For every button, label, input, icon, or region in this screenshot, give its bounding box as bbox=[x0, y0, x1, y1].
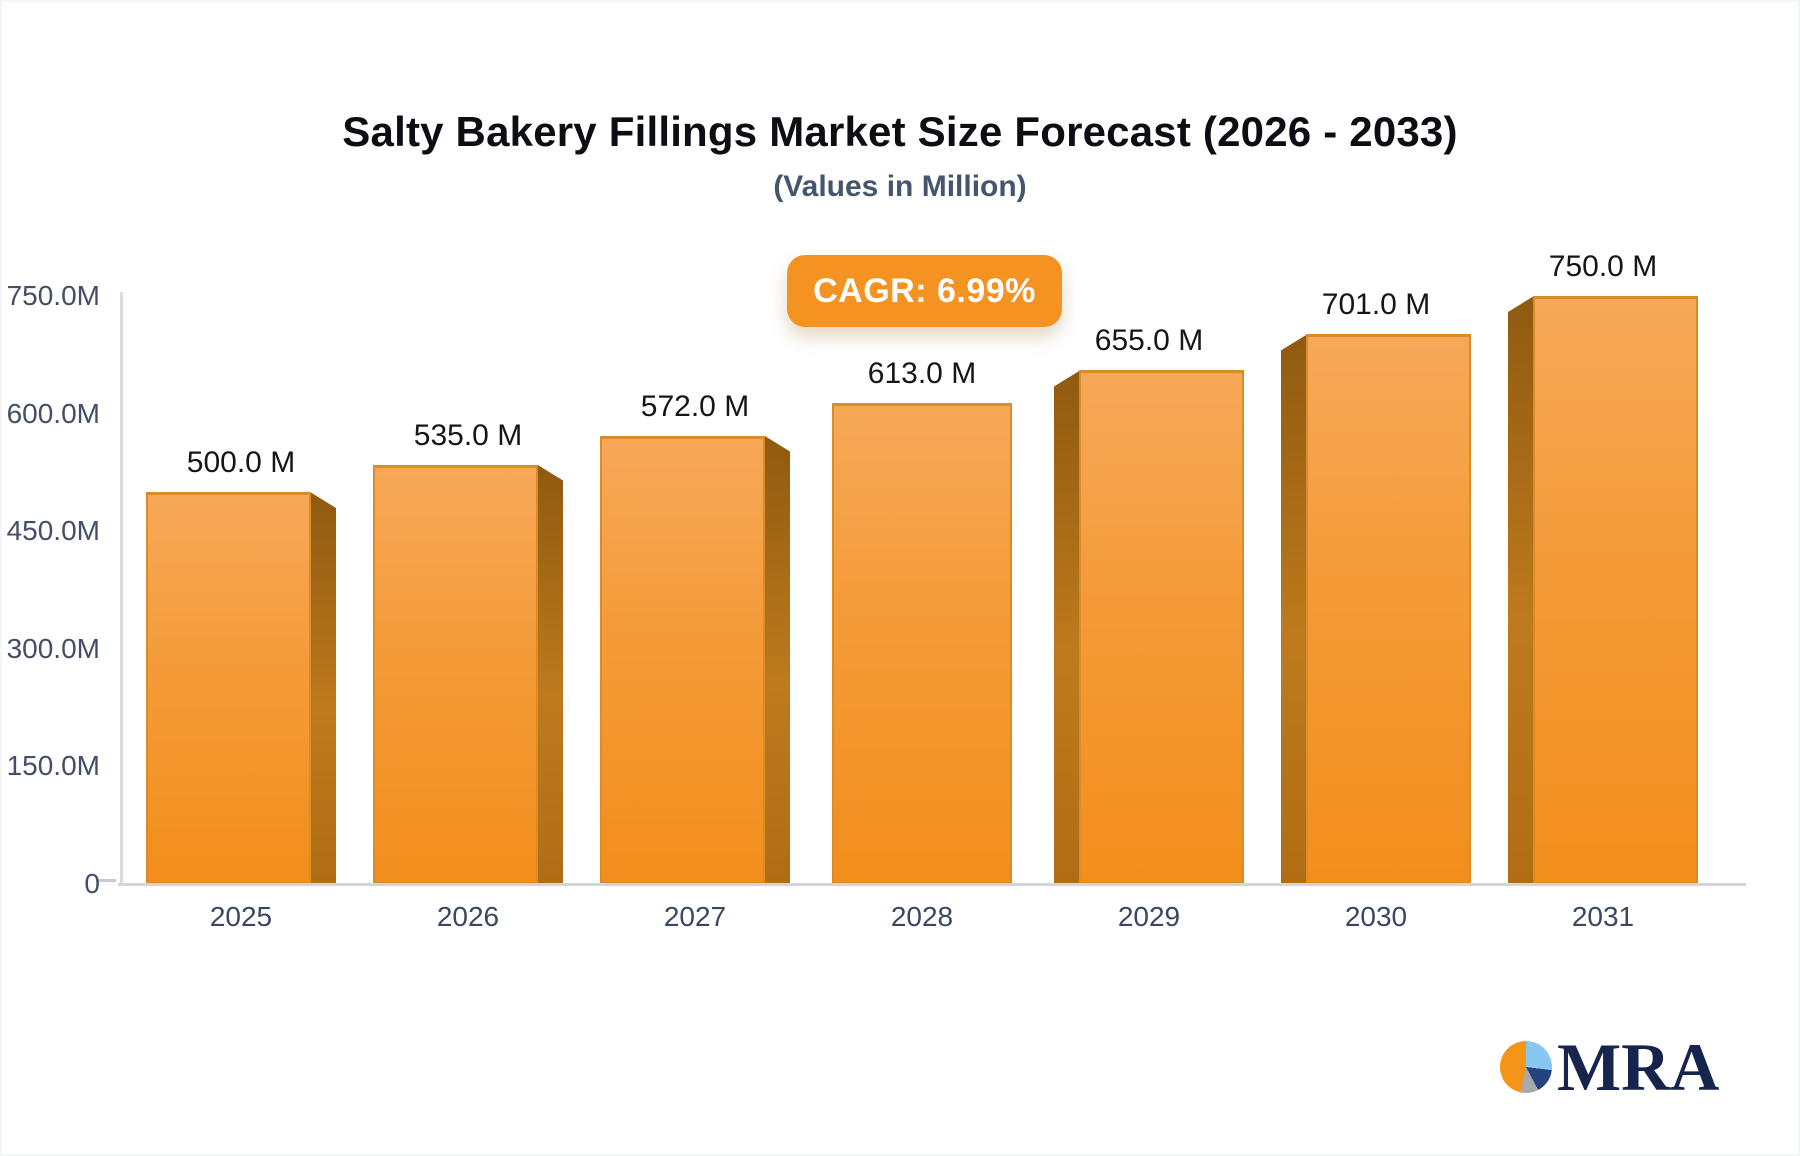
bar-2029[interactable] bbox=[1079, 370, 1244, 884]
y-axis-tick-label: 750.0M bbox=[6, 280, 100, 311]
x-axis-label-2030: 2030 bbox=[1344, 901, 1408, 932]
bar-2027[interactable] bbox=[600, 435, 765, 884]
bar-value-label: 500.0 M bbox=[186, 446, 296, 479]
mra-logo: MRA bbox=[1500, 1029, 1720, 1105]
bar-2025[interactable] bbox=[146, 492, 311, 884]
y-axis-line bbox=[120, 292, 123, 884]
x-axis-baseline bbox=[118, 883, 1746, 886]
y-axis-tick-label: 0 bbox=[84, 868, 100, 899]
bar-3d-side bbox=[537, 464, 563, 884]
bar-2028[interactable] bbox=[832, 403, 1012, 884]
y-axis-tick-label: 150.0M bbox=[6, 750, 100, 782]
bar-3d-side bbox=[1054, 370, 1080, 884]
bar-value-label: 572.0 M bbox=[640, 389, 750, 423]
chart-subtitle: (Values in Million) bbox=[773, 170, 1027, 203]
bar-3d-side bbox=[310, 492, 336, 884]
y-axis-tick-label: 450.0M bbox=[6, 515, 100, 547]
mra-pie-chart-icon bbox=[1500, 1041, 1552, 1093]
bar-2030[interactable] bbox=[1306, 334, 1471, 884]
bar-2026[interactable] bbox=[373, 464, 538, 884]
bar-value-label: 750.0 M bbox=[1548, 250, 1658, 283]
x-axis-label-2031: 2031 bbox=[1571, 901, 1635, 932]
bar-value-label: 655.0 M bbox=[1094, 324, 1204, 358]
cagr-badge: CAGR: 6.99% bbox=[787, 255, 1062, 327]
x-axis-label-2027: 2027 bbox=[663, 901, 727, 932]
bar-3d-side bbox=[1508, 296, 1534, 884]
bar-value-label: 701.0 M bbox=[1321, 288, 1431, 322]
x-axis-label-2026: 2026 bbox=[436, 901, 500, 932]
y-axis-tick-label: 300.0M bbox=[6, 632, 100, 664]
cagr-badge-label: CAGR: 6.99% bbox=[813, 271, 1036, 310]
bar-value-label: 535.0 M bbox=[413, 418, 523, 452]
mra-logo-text: MRA bbox=[1557, 1029, 1720, 1105]
bar-value-label: 613.0 M bbox=[867, 357, 977, 391]
x-axis-label-2028: 2028 bbox=[890, 901, 954, 932]
bar-3d-side bbox=[764, 435, 790, 884]
bar-3d-side bbox=[1281, 334, 1307, 884]
chart-title: Salty Bakery Fillings Market Size Foreca… bbox=[342, 108, 1458, 155]
x-axis-label-2029: 2029 bbox=[1117, 901, 1181, 932]
bar-2031[interactable] bbox=[1533, 296, 1698, 884]
y-axis-tick-label: 600.0M bbox=[6, 397, 100, 429]
zero-tick-mark bbox=[98, 879, 116, 882]
x-axis-label-2025: 2025 bbox=[209, 901, 273, 932]
